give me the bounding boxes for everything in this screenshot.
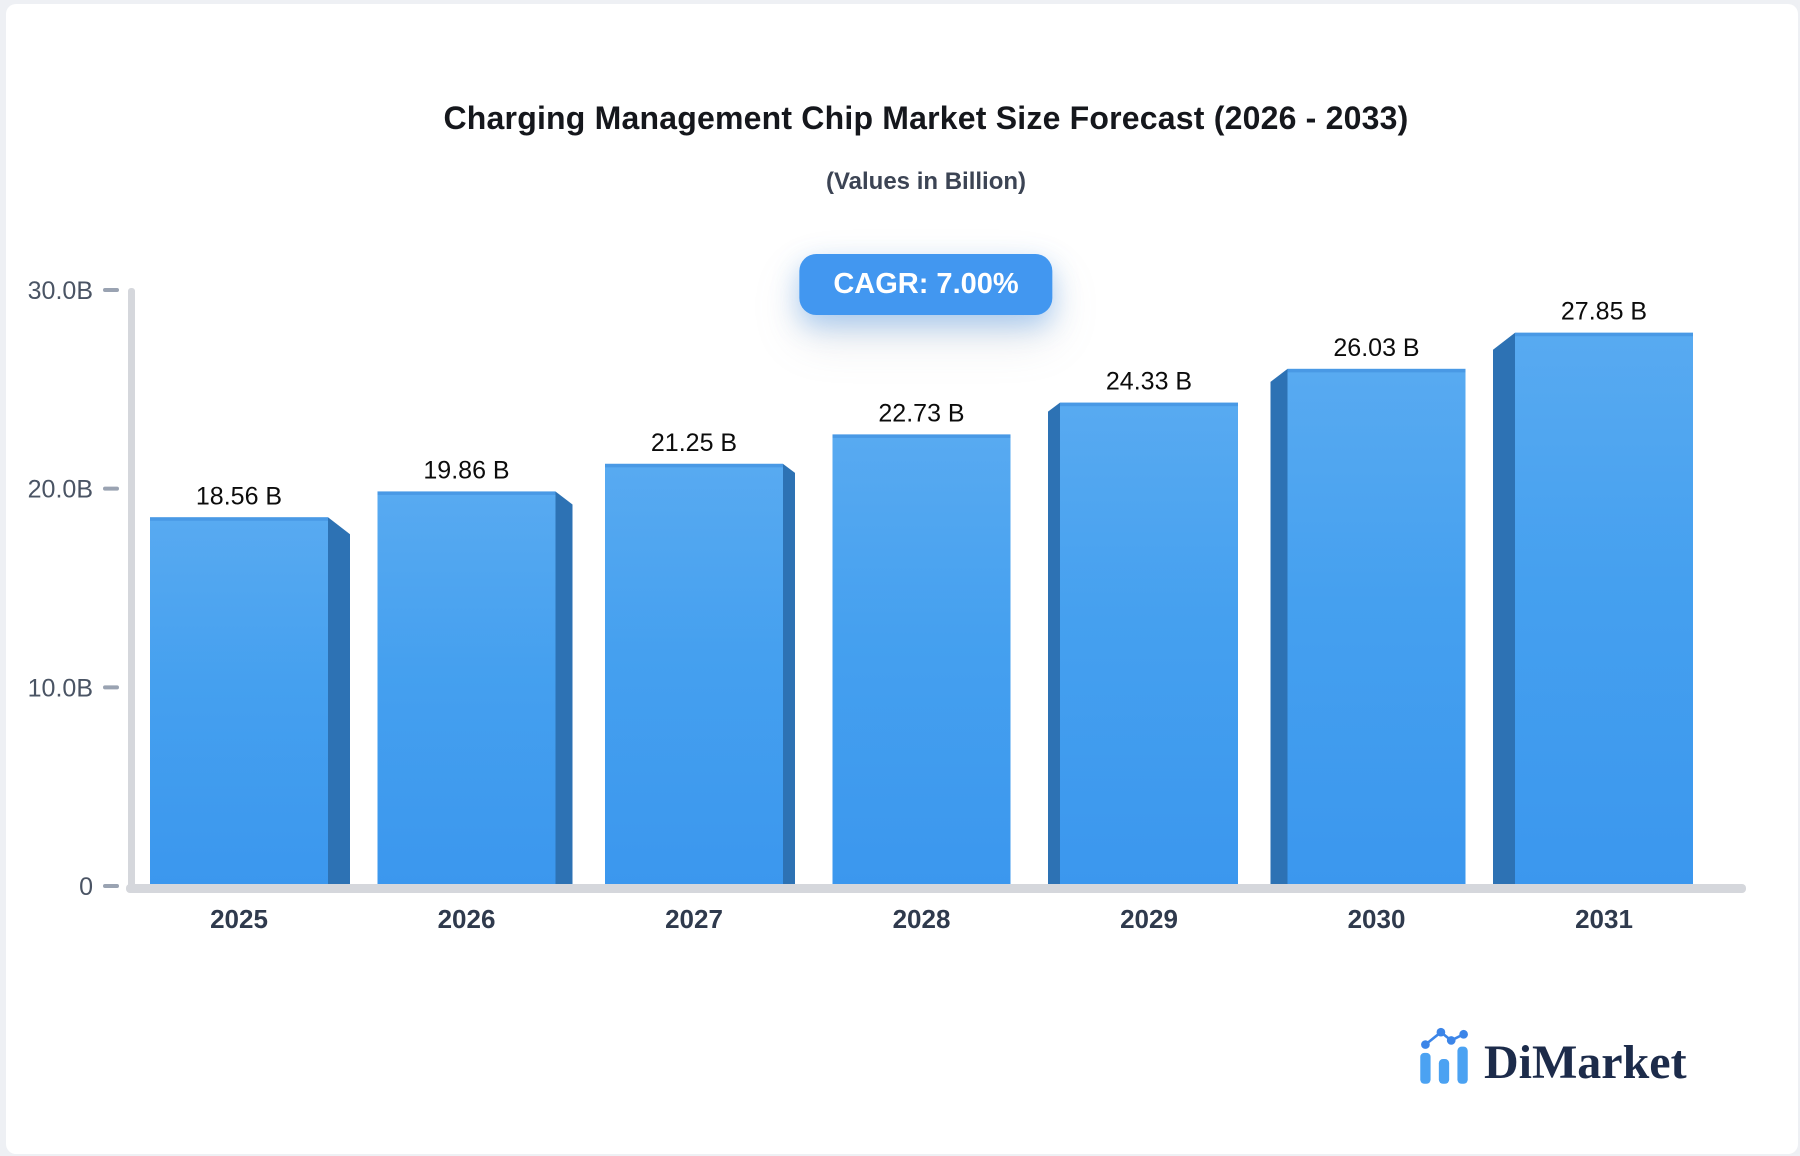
y-tick: [103, 685, 119, 690]
bar-side-face: [328, 517, 350, 886]
logo-trend-dot: [1459, 1029, 1468, 1039]
bar-top-edge: [832, 434, 1011, 438]
brand-name: DiMarket: [1484, 1036, 1687, 1090]
bar-value-label: 27.85 B: [1561, 298, 1647, 326]
logo-bar: [1457, 1046, 1468, 1084]
bar-side-face: [1270, 368, 1288, 886]
bar: [832, 434, 1011, 886]
logo-trend-dot: [1421, 1040, 1430, 1049]
bar-top-edge: [150, 517, 328, 521]
bar: [1060, 402, 1238, 886]
x-axis-label: 2031: [1575, 904, 1633, 934]
bar-top-edge: [1060, 402, 1238, 407]
bar-value-label: 21.25 B: [651, 429, 737, 457]
y-tick: [103, 884, 119, 888]
bar-top-edge: [1287, 368, 1466, 373]
bar-side-face: [1493, 332, 1515, 886]
bar: [605, 463, 783, 886]
bar-top-edge: [605, 463, 783, 468]
bar-value-label: 22.73 B: [878, 399, 964, 427]
logo-trend-dot: [1436, 1027, 1446, 1037]
y-tick-label: 30.0B: [28, 277, 93, 305]
brand-logo: DiMarket: [1418, 1026, 1687, 1090]
x-axis-label: 2029: [1120, 904, 1178, 934]
bar-top-edge: [377, 491, 556, 495]
logo-trend-dot: [1446, 1036, 1456, 1045]
y-tick: [103, 486, 119, 491]
bar-side-face: [1048, 402, 1060, 886]
bar-value-label: 24.33 B: [1106, 368, 1192, 396]
x-axis-label: 2028: [893, 904, 951, 934]
bar-chart-trend-icon: [1420, 1027, 1468, 1084]
y-tick-label: 0: [79, 873, 93, 901]
bar-side-face: [783, 463, 795, 886]
bar-value-label: 19.86 B: [423, 456, 509, 484]
bar-value-label: 26.03 B: [1333, 334, 1419, 362]
bar: [150, 517, 328, 886]
y-tick: [103, 288, 119, 292]
chart-subtitle: (Values in Billion): [825, 168, 1027, 195]
logo-bar: [1420, 1052, 1431, 1084]
y-tick-label: 10.0B: [28, 674, 93, 702]
x-axis-label: 2030: [1348, 904, 1406, 934]
bar-side-face: [555, 491, 573, 886]
logo-bar: [1438, 1059, 1450, 1084]
x-axis-label: 2026: [438, 904, 496, 934]
y-axis-line: [128, 288, 135, 892]
bar-value-label: 18.56 B: [196, 482, 282, 510]
bar-top-edge: [1515, 332, 1693, 337]
x-axis-label: 2025: [210, 904, 268, 934]
x-axis-label: 2027: [665, 904, 723, 934]
bar: [1515, 332, 1693, 886]
y-tick-label: 20.0B: [28, 476, 93, 504]
cagr-badge: CAGR: 7.00%: [799, 254, 1053, 315]
chart-title: Charging Management Chip Market Size For…: [443, 100, 1409, 136]
logo-trend-line: [1424, 1030, 1465, 1046]
bar: [377, 491, 556, 886]
bar: [1287, 368, 1466, 886]
x-axis-line: [126, 884, 1746, 893]
